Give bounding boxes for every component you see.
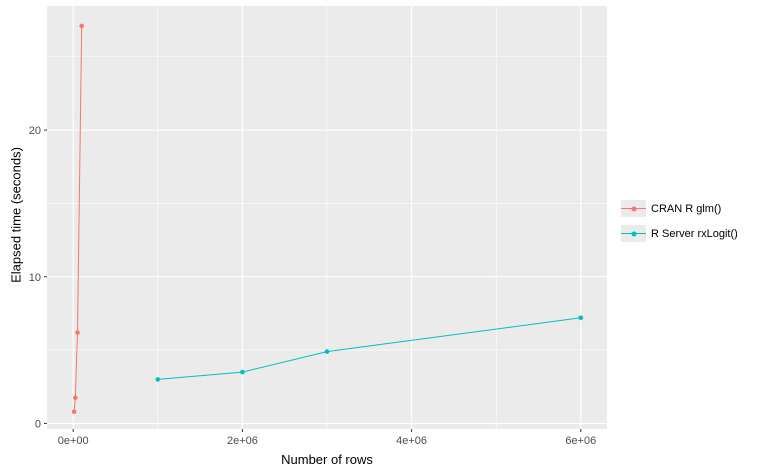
y-axis-title: Elapsed time (seconds) <box>8 147 24 283</box>
legend-item-cran-r-glm: CRAN R glm() <box>621 200 738 217</box>
legend-label: CRAN R glm() <box>651 202 722 215</box>
data-point <box>71 409 77 415</box>
data-point <box>73 395 78 401</box>
legend-key-swatch <box>621 225 646 242</box>
x-axis-title: Number of rows <box>281 452 373 467</box>
x-tick-label: 0e+00 <box>58 435 89 447</box>
legend: CRAN R glm() R Server rxLogit() <box>621 200 738 250</box>
x-tick-label: 6e+06 <box>565 435 596 447</box>
data-point <box>79 23 84 29</box>
series-line <box>157 317 581 380</box>
y-tick-label: 10 <box>29 272 41 284</box>
y-tick-label: 20 <box>29 125 41 137</box>
point-marker-icon <box>631 231 636 236</box>
data-point <box>324 349 330 354</box>
data-point <box>75 330 80 335</box>
point-marker-icon <box>631 206 636 211</box>
legend-item-r-server-rxlogit: R Server rxLogit() <box>621 225 738 242</box>
y-tick-label: 0 <box>35 418 41 430</box>
data-point <box>155 377 161 382</box>
series-line <box>73 25 83 412</box>
x-tick-label: 2e+06 <box>227 435 258 447</box>
data-point <box>240 369 245 375</box>
data-point <box>578 315 584 321</box>
legend-label: R Server rxLogit() <box>651 227 738 240</box>
legend-key-swatch <box>621 200 646 217</box>
x-tick-label: 4e+06 <box>396 435 427 447</box>
